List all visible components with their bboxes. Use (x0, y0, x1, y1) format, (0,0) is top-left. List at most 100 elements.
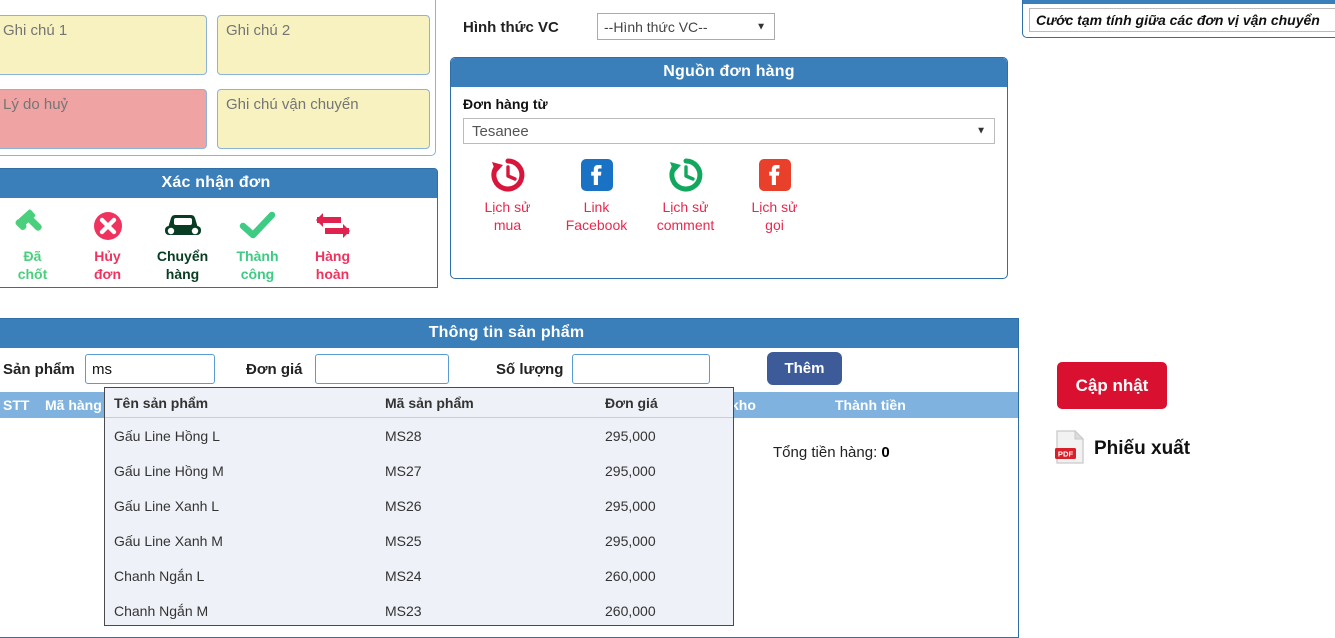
product-field-label: Sản phẩm (3, 361, 75, 378)
cancel-reason-field[interactable] (0, 89, 207, 149)
car-icon (145, 206, 220, 246)
action-label-line2: hàng (165, 265, 200, 282)
product-search-input[interactable] (85, 354, 215, 384)
grid-col-thanh-tien: Thành tiền (835, 397, 906, 413)
order-source-body: Đơn hàng từ Tesanee ▼ Lịch sử mua (451, 87, 1007, 234)
shipping-note-field[interactable] (217, 89, 430, 149)
autocomplete-item-price: 295,000 (605, 497, 656, 514)
order-total-row: Tổng tiền hàng: 0 (773, 444, 890, 461)
action-huy-don[interactable]: Hủy đơn (70, 206, 145, 283)
link-label-line1: Lịch sử (662, 199, 709, 215)
check-icon (220, 206, 295, 246)
action-da-chot[interactable]: Đã chốt (0, 206, 70, 283)
chevron-down-icon: ▼ (756, 21, 766, 32)
autocomplete-item-name: Gấu Line Hồng L (114, 427, 220, 444)
autocomplete-item-code: MS27 (385, 462, 422, 479)
autocomplete-item-name: Gấu Line Xanh M (114, 532, 223, 549)
shipping-fee-panel: Cước tạm tính giữa các đơn vị vận chuyển (1022, 0, 1335, 38)
product-info-title: Thông tin sản phẩm (0, 319, 1018, 348)
order-source-panel: Nguồn đơn hàng Đơn hàng từ Tesanee ▼ Lịc… (450, 57, 1008, 279)
autocomplete-item[interactable]: Gấu Line Xanh M MS25 295,000 (105, 523, 733, 558)
link-facebook[interactable]: Link Facebook (552, 153, 641, 234)
shipping-method-select[interactable]: --Hình thức VC-- ▼ (597, 13, 775, 40)
product-grid-body: Tổng tiền hàng: 0 (0, 418, 1018, 461)
autocomplete-item-name: Chanh Ngắn L (114, 567, 205, 584)
shipping-fee-body: Cước tạm tính giữa các đơn vị vận chuyển (1023, 4, 1335, 32)
link-label-line1: Lịch sử (751, 199, 798, 215)
pdf-file-icon: PDF (1055, 429, 1085, 467)
action-chuyen-hang[interactable]: Chuyển hàng (145, 206, 220, 283)
action-label-line1: Hàng (315, 248, 350, 264)
autocomplete-item-price: 295,000 (605, 532, 656, 549)
autocomplete-item-code: MS23 (385, 602, 422, 619)
autocomplete-header: Tên sản phẩm Mã sản phẩm Đơn giá (105, 388, 733, 418)
autocomplete-item[interactable]: Gấu Line Hồng L MS28 295,000 (105, 418, 733, 453)
link-lich-su-goi[interactable]: Lịch sử gọi (730, 153, 819, 234)
link-lich-su-mua[interactable]: Lịch sử mua (463, 153, 552, 234)
autocomplete-item[interactable]: Chanh Ngắn L MS24 260,000 (105, 558, 733, 593)
history-green-icon (641, 153, 730, 197)
export-pdf-link[interactable]: PDF Phiếu xuất (1055, 429, 1191, 467)
action-label-line1: Chuyển (156, 248, 209, 264)
link-lich-su-comment[interactable]: Lịch sử comment (641, 153, 730, 234)
autocomplete-item[interactable]: Chanh Ngắn M MS23 260,000 (105, 593, 733, 625)
order-source-value: Tesanee (472, 122, 529, 140)
shipping-method-value: --Hình thức VC-- (604, 18, 708, 35)
link-label-line2: gọi (765, 216, 784, 233)
autocomplete-item-code: MS26 (385, 497, 422, 514)
order-source-field-label: Đơn hàng từ (463, 96, 548, 112)
product-entry-form: Sản phẩm Đơn giá Số lượng Thêm (0, 348, 1018, 392)
link-label-line1: Lịch sử (484, 199, 531, 215)
chevron-down-icon: ▼ (976, 125, 986, 137)
circle-x-icon (70, 206, 145, 246)
svg-text:PDF: PDF (1058, 449, 1074, 458)
price-field-label: Đơn giá (246, 361, 303, 378)
grid-col-kho: kho (731, 397, 756, 413)
add-product-button[interactable]: Thêm (767, 352, 842, 385)
link-label-line2: Facebook (565, 216, 628, 233)
order-confirmation-title: Xác nhận đơn (0, 169, 437, 198)
order-source-select[interactable]: Tesanee ▼ (463, 118, 995, 144)
gavel-icon (0, 206, 70, 246)
autocomplete-item-price: 295,000 (605, 427, 656, 444)
order-source-title: Nguồn đơn hàng (451, 58, 1007, 87)
return-arrows-icon (295, 206, 370, 246)
update-button[interactable]: Cập nhật (1057, 362, 1167, 409)
action-hang-hoan[interactable]: Hàng hoàn (295, 206, 370, 283)
autocomplete-col-price: Đơn giá (605, 394, 658, 411)
action-thanh-cong[interactable]: Thành công (220, 206, 295, 283)
note-1-field[interactable] (0, 15, 207, 75)
shipping-method-label: Hình thức VC (463, 19, 559, 36)
link-label-line2: mua (493, 216, 522, 233)
export-pdf-label: Phiếu xuất (1094, 437, 1191, 459)
autocomplete-col-name: Tên sản phẩm (114, 394, 209, 411)
autocomplete-item-price: 260,000 (605, 602, 656, 619)
action-label-line2: đơn (93, 265, 122, 282)
autocomplete-item[interactable]: Gấu Line Hồng M MS27 295,000 (105, 453, 733, 488)
facebook-red-icon (730, 153, 819, 197)
action-label-line1: Đã (23, 248, 42, 264)
action-label-line2: chốt (17, 265, 48, 282)
autocomplete-col-code: Mã sản phẩm (385, 394, 474, 411)
action-label-line1: Thành (236, 248, 279, 264)
autocomplete-item-name: Gấu Line Xanh L (114, 497, 220, 514)
autocomplete-item-name: Gấu Line Hồng M (114, 462, 224, 479)
autocomplete-item[interactable]: Gấu Line Xanh L MS26 295,000 (105, 488, 733, 523)
shipping-method-row: Hình thức VC --Hình thức VC-- ▼ (450, 10, 1010, 46)
facebook-blue-icon (552, 153, 641, 197)
autocomplete-item-code: MS24 (385, 567, 422, 584)
autocomplete-item-name: Chanh Ngắn M (114, 602, 209, 619)
quantity-input[interactable] (572, 354, 710, 384)
note-2-field[interactable] (217, 15, 430, 75)
autocomplete-item-price: 295,000 (605, 462, 656, 479)
product-autocomplete-dropdown[interactable]: Tên sản phẩm Mã sản phẩm Đơn giá Gấu Lin… (104, 387, 734, 626)
link-label-line2: comment (656, 216, 715, 233)
autocomplete-item-price: 260,000 (605, 567, 656, 584)
history-red-icon (463, 153, 552, 197)
order-confirmation-panel: Xác nhận đơn Đã chốt (0, 168, 438, 288)
shipping-fee-note: Cước tạm tính giữa các đơn vị vận chuyển (1029, 8, 1335, 32)
unit-price-input[interactable] (315, 354, 449, 384)
grid-col-stt: STT (3, 397, 30, 413)
shipping-fee-panel-title (1023, 0, 1335, 4)
order-total-label: Tổng tiền hàng: (773, 444, 878, 461)
